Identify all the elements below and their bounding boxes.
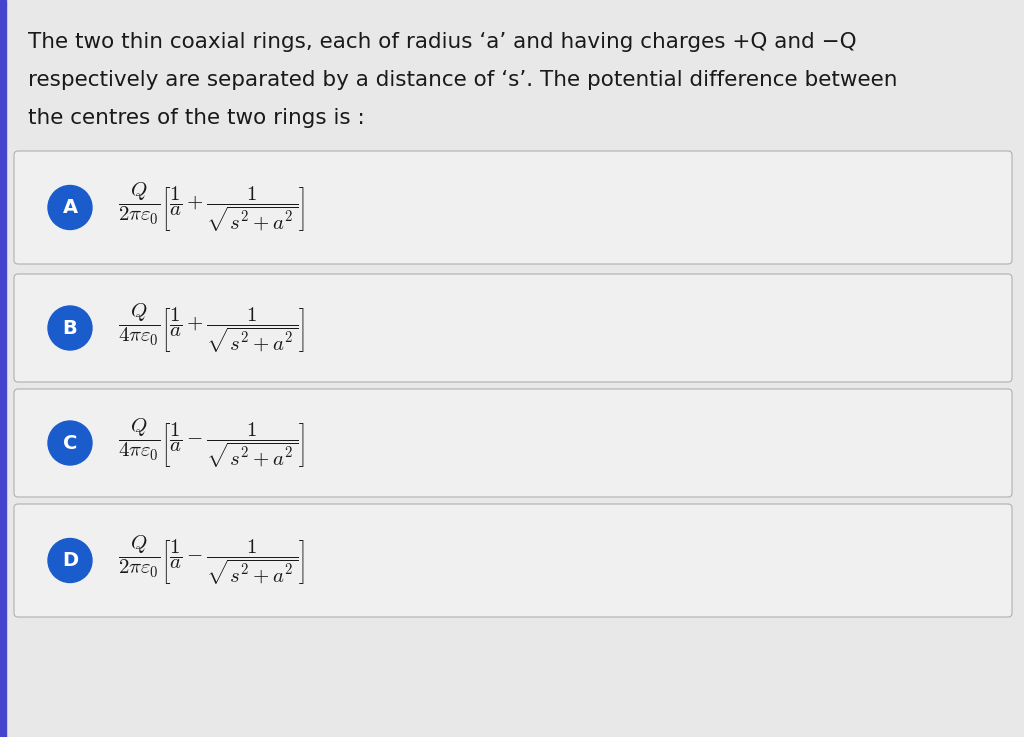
Bar xyxy=(0,0,6,737)
Text: respectively are separated by a distance of ‘s’. The potential difference betwee: respectively are separated by a distance… xyxy=(28,70,897,90)
FancyBboxPatch shape xyxy=(14,151,1012,264)
Circle shape xyxy=(48,186,92,229)
FancyBboxPatch shape xyxy=(14,274,1012,382)
Text: The two thin coaxial rings, each of radius ‘a’ and having charges +Q and −Q: The two thin coaxial rings, each of radi… xyxy=(28,32,857,52)
Text: $\dfrac{Q}{4\pi\varepsilon_0}\left[\dfrac{1}{a}-\dfrac{1}{\sqrt{s^2+a^2}}\right]: $\dfrac{Q}{4\pi\varepsilon_0}\left[\dfra… xyxy=(118,416,305,470)
Text: the centres of the two rings is :: the centres of the two rings is : xyxy=(28,108,365,128)
Text: D: D xyxy=(61,551,78,570)
FancyBboxPatch shape xyxy=(14,389,1012,497)
Text: C: C xyxy=(62,433,77,453)
Text: A: A xyxy=(62,198,78,217)
Text: $\dfrac{Q}{4\pi\varepsilon_0}\left[\dfrac{1}{a}+\dfrac{1}{\sqrt{s^2+a^2}}\right]: $\dfrac{Q}{4\pi\varepsilon_0}\left[\dfra… xyxy=(118,301,305,355)
Text: $\dfrac{Q}{2\pi\varepsilon_0}\left[\dfrac{1}{a}-\dfrac{1}{\sqrt{s^2+a^2}}\right]: $\dfrac{Q}{2\pi\varepsilon_0}\left[\dfra… xyxy=(118,534,305,587)
Circle shape xyxy=(48,539,92,582)
Text: B: B xyxy=(62,318,78,338)
Text: $\dfrac{Q}{2\pi\varepsilon_0}\left[\dfrac{1}{a}+\dfrac{1}{\sqrt{s^2+a^2}}\right]: $\dfrac{Q}{2\pi\varepsilon_0}\left[\dfra… xyxy=(118,181,305,234)
FancyBboxPatch shape xyxy=(14,504,1012,617)
Circle shape xyxy=(48,421,92,465)
Circle shape xyxy=(48,306,92,350)
